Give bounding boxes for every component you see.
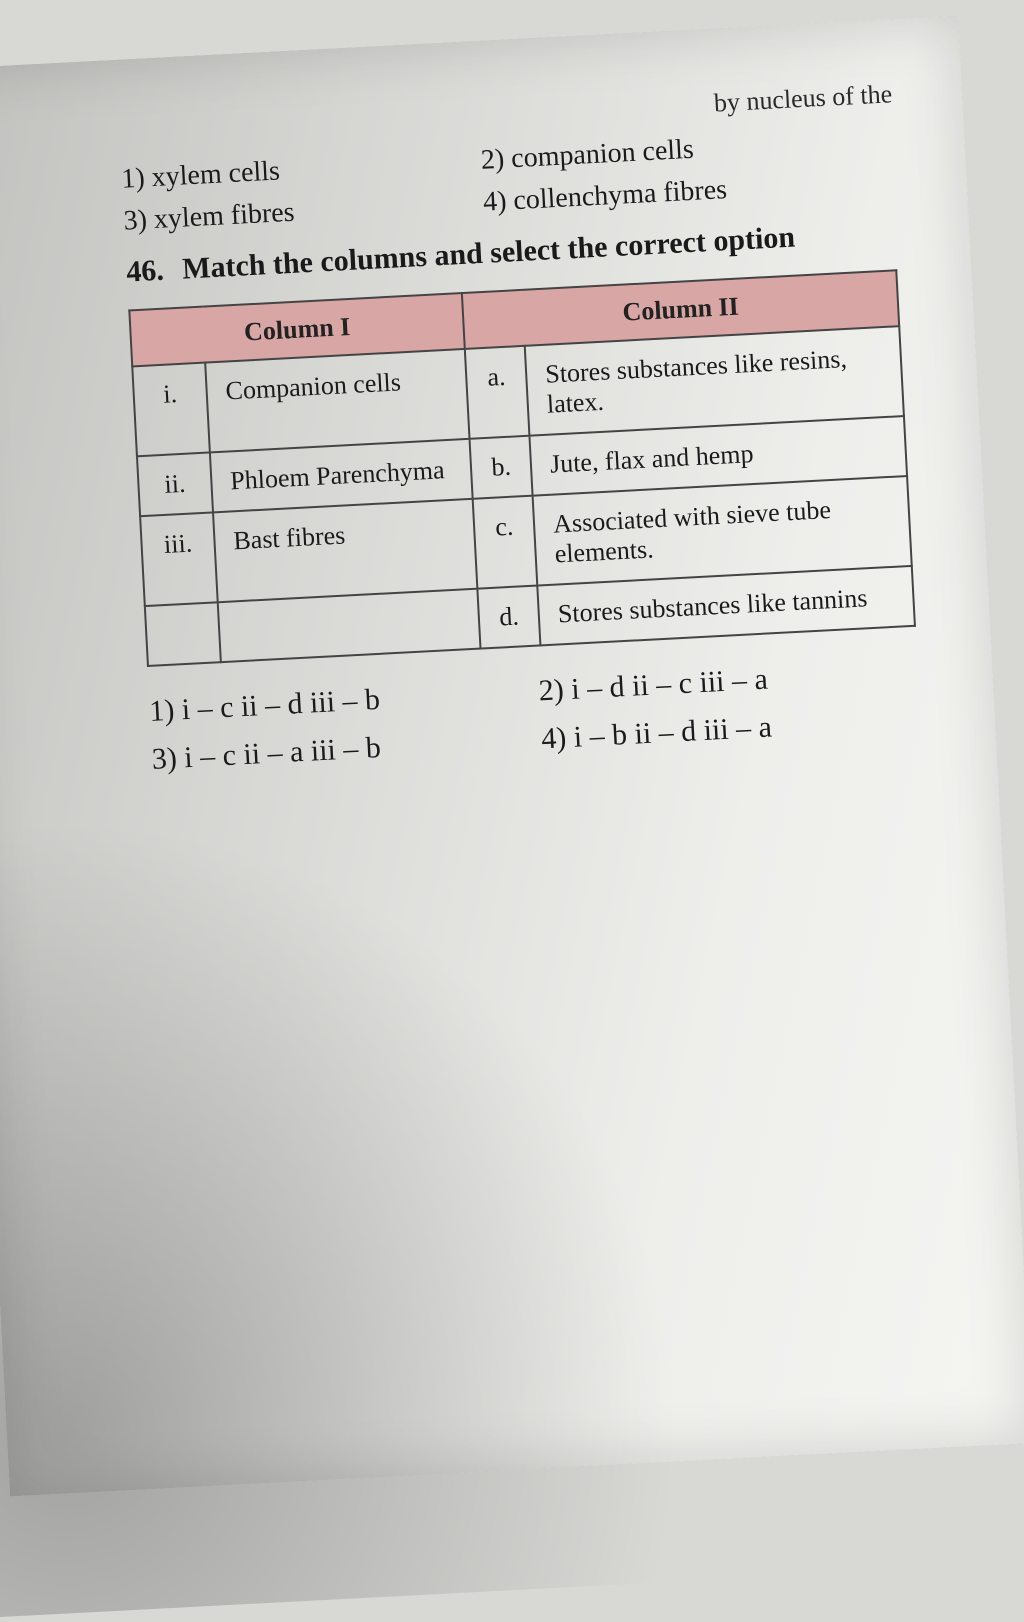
q45-option-1: 1) xylem cells (121, 147, 442, 196)
row-label: c. (473, 496, 538, 589)
answer-option-3: 3) i – c ii – a iii – b (151, 724, 512, 777)
answer-option-2: 2) i – d ii – c iii – a (538, 653, 943, 708)
match-table-wrap: Column I Column II i. Companion cells a.… (128, 268, 940, 667)
answer-option-4: 4) i – b ii – d iii – a (540, 701, 945, 756)
row-label: b. (470, 436, 533, 499)
row-label: a. (465, 346, 530, 439)
row-left: Bast fibres (213, 499, 478, 603)
row-num: iii. (140, 512, 218, 606)
q45-option-3: 3) xylem fibres (123, 189, 444, 238)
row-num: i. (132, 363, 210, 457)
row-label: d. (478, 585, 541, 648)
row-left: Companion cells (205, 349, 470, 453)
row-num: ii. (137, 452, 213, 516)
photo-shadow (0, 677, 795, 1622)
row-num (145, 602, 221, 666)
answer-option-1: 1) i – c ii – d iii – b (148, 676, 509, 729)
match-table: Column I Column II i. Companion cells a.… (128, 269, 916, 667)
page-surface: by nucleus of the 1) xylem cells 2) comp… (0, 16, 1024, 1497)
question-number: 46. (125, 253, 183, 290)
row-left (218, 589, 481, 663)
